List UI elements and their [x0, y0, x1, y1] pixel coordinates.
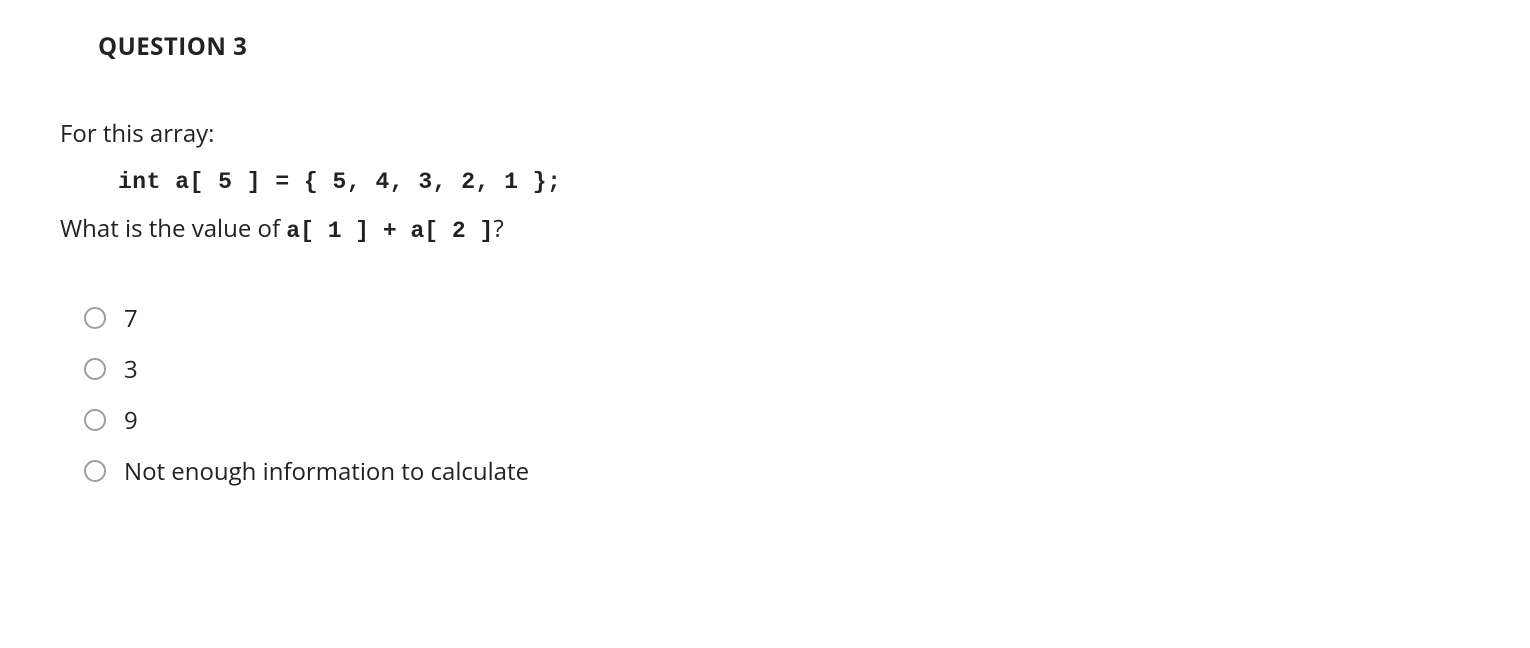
prompt-prefix: What is the value of — [60, 212, 286, 245]
prompt-suffix: ? — [493, 212, 503, 245]
radio-icon[interactable] — [84, 460, 106, 482]
option-label: 7 — [124, 302, 138, 335]
option-label: Not enough information to calculate — [124, 455, 529, 488]
question-heading: QUESTION 3 — [98, 30, 1470, 63]
question-code: int a[ 5 ] = { 5, 4, 3, 2, 1 }; — [118, 161, 1470, 205]
question-body: For this array: int a[ 5 ] = { 5, 4, 3, … — [60, 111, 1470, 254]
option-row[interactable]: 9 — [84, 404, 1470, 437]
option-row[interactable]: 3 — [84, 353, 1470, 386]
option-row[interactable]: 7 — [84, 302, 1470, 335]
options-list: 7 3 9 Not enough information to calculat… — [84, 302, 1470, 488]
option-label: 3 — [124, 353, 138, 386]
radio-icon[interactable] — [84, 307, 106, 329]
prompt-code: a[ 1 ] + a[ 2 ] — [286, 218, 493, 244]
option-label: 9 — [124, 404, 138, 437]
question-intro: For this array: — [60, 111, 1470, 157]
question-prompt: What is the value of a[ 1 ] + a[ 2 ]? — [60, 206, 1470, 254]
radio-icon[interactable] — [84, 409, 106, 431]
radio-icon[interactable] — [84, 358, 106, 380]
option-row[interactable]: Not enough information to calculate — [84, 455, 1470, 488]
